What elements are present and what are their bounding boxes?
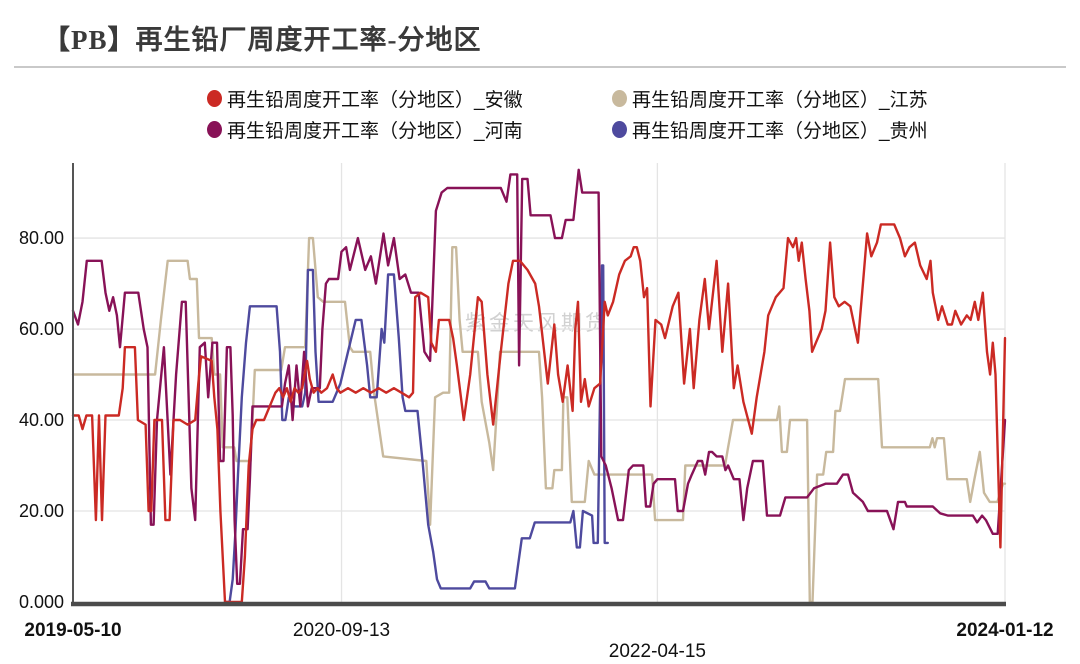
legend-label: 再生铅周度开工率（分地区）_河南 — [227, 120, 523, 142]
legend-item-guizhou[interactable]: 再生铅周度开工率（分地区）_贵州 — [612, 116, 928, 142]
x-tick-label: 2022-04-15 — [609, 641, 706, 662]
y-tick-label: 0.000 — [19, 592, 64, 612]
y-tick-label: 60.00 — [19, 319, 64, 339]
x-tick-label: 2020-09-13 — [293, 620, 390, 641]
title-divider — [14, 66, 1066, 68]
y-tick-label: 20.00 — [19, 501, 64, 521]
chart-tick-labels: 0.000 20.00 40.00 60.00 80.00 2019-05-10 2020-… — [19, 228, 1054, 662]
legend-label: 再生铅周度开工率（分地区）_安徽 — [227, 89, 523, 111]
legend-marker-icon — [612, 120, 627, 138]
series-line-河南 — [71, 168, 1007, 585]
legend-item-anhui[interactable]: 再生铅周度开工率（分地区）_安徽 — [207, 85, 523, 111]
legend-item-jiangsu[interactable]: 再生铅周度开工率（分地区）_江苏 — [612, 85, 928, 111]
legend-marker-icon — [207, 89, 222, 107]
chart-series — [71, 168, 1007, 604]
page-title: 【PB】再生铅厂周度开工率-分地区 — [43, 25, 482, 55]
legend-item-henan[interactable]: 再生铅周度开工率（分地区）_河南 — [207, 116, 523, 142]
legend-marker-icon — [612, 89, 627, 107]
y-tick-label: 40.00 — [19, 410, 64, 430]
legend-label: 再生铅周度开工率（分地区）_贵州 — [632, 120, 928, 142]
legend-label: 再生铅周度开工率（分地区）_江苏 — [632, 89, 928, 111]
series-line-贵州 — [223, 264, 609, 604]
x-tick-label: 2024-01-12 — [956, 620, 1053, 641]
legend-marker-icon — [207, 120, 222, 138]
y-tick-label: 80.00 — [19, 228, 64, 248]
chart-axes — [71, 163, 1006, 607]
x-tick-label: 2019-05-10 — [24, 620, 121, 641]
series-line-安徽 — [71, 223, 1007, 604]
